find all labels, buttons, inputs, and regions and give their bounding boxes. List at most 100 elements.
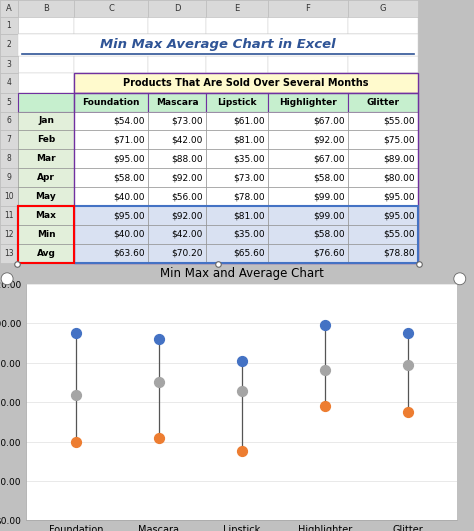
Bar xyxy=(148,73,206,92)
Bar xyxy=(206,225,268,244)
Bar xyxy=(74,149,148,168)
Bar xyxy=(268,112,348,131)
Text: C: C xyxy=(108,4,114,13)
Text: $81.00: $81.00 xyxy=(233,211,265,220)
Bar xyxy=(74,168,148,187)
Bar xyxy=(206,187,268,206)
Text: $35.00: $35.00 xyxy=(233,230,265,239)
Text: G: G xyxy=(380,4,386,13)
Bar xyxy=(148,206,206,225)
Point xyxy=(238,387,246,396)
Bar xyxy=(18,187,74,206)
Text: E: E xyxy=(234,4,240,13)
Point xyxy=(238,357,246,365)
Text: Min: Min xyxy=(36,230,55,239)
Text: 6: 6 xyxy=(7,116,11,125)
Bar xyxy=(18,92,74,112)
Bar xyxy=(348,112,418,131)
Text: Highlighter: Highlighter xyxy=(279,98,337,107)
Bar xyxy=(74,244,148,263)
Text: $42.00: $42.00 xyxy=(172,135,203,144)
Bar xyxy=(0,0,18,17)
Bar xyxy=(348,92,418,112)
Text: May: May xyxy=(36,192,56,201)
Bar xyxy=(18,149,74,168)
Bar xyxy=(18,112,74,131)
Bar xyxy=(268,244,348,263)
Text: $58.00: $58.00 xyxy=(113,173,145,182)
Text: Mascara: Mascara xyxy=(155,98,198,107)
Text: $55.00: $55.00 xyxy=(383,230,415,239)
Bar xyxy=(268,206,348,225)
Bar xyxy=(74,131,148,149)
Bar xyxy=(348,34,418,56)
Text: $88.00: $88.00 xyxy=(172,155,203,164)
Bar xyxy=(206,112,268,131)
Bar xyxy=(268,187,348,206)
Bar xyxy=(268,73,348,92)
Bar xyxy=(74,206,148,225)
Point xyxy=(404,329,411,338)
Text: $80.00: $80.00 xyxy=(383,173,415,182)
Bar xyxy=(18,56,74,73)
Bar xyxy=(18,112,74,131)
Text: 13: 13 xyxy=(4,249,14,258)
Bar xyxy=(74,92,148,112)
Bar xyxy=(348,187,418,206)
Text: 1: 1 xyxy=(7,21,11,30)
Text: $65.60: $65.60 xyxy=(233,249,265,258)
Bar xyxy=(268,225,348,244)
Bar xyxy=(148,131,206,149)
Point xyxy=(155,433,163,442)
Text: Apr: Apr xyxy=(37,173,55,182)
Text: $89.00: $89.00 xyxy=(383,155,415,164)
Bar xyxy=(268,131,348,149)
Bar xyxy=(148,206,206,225)
Bar xyxy=(206,73,268,92)
Bar xyxy=(18,206,74,225)
Bar xyxy=(18,131,74,149)
Bar xyxy=(348,225,418,244)
Bar xyxy=(206,244,268,263)
Text: $70.20: $70.20 xyxy=(172,249,203,258)
Bar xyxy=(268,225,348,244)
Bar xyxy=(206,0,268,17)
Bar xyxy=(0,131,18,149)
Bar xyxy=(348,206,418,225)
Bar xyxy=(18,131,74,149)
Bar xyxy=(0,112,18,131)
Point xyxy=(72,438,80,446)
Bar xyxy=(148,225,206,244)
Text: $95.00: $95.00 xyxy=(383,192,415,201)
Point xyxy=(321,402,328,410)
Point xyxy=(155,378,163,387)
Bar xyxy=(348,131,418,149)
Bar xyxy=(206,17,268,34)
Bar xyxy=(268,187,348,206)
Bar xyxy=(74,244,148,263)
Text: $42.00: $42.00 xyxy=(172,230,203,239)
Bar xyxy=(206,92,268,112)
Bar xyxy=(74,187,148,206)
Bar xyxy=(348,168,418,187)
Bar xyxy=(268,0,348,17)
Text: $71.00: $71.00 xyxy=(113,135,145,144)
Bar xyxy=(348,0,418,17)
Text: 4: 4 xyxy=(7,78,11,87)
Bar xyxy=(148,131,206,149)
Text: $99.00: $99.00 xyxy=(313,192,345,201)
Bar xyxy=(206,168,268,187)
Bar xyxy=(148,112,206,131)
Bar xyxy=(206,206,268,225)
Bar xyxy=(148,0,206,17)
Text: 9: 9 xyxy=(7,173,11,182)
Bar xyxy=(74,92,418,263)
Bar xyxy=(348,112,418,131)
Text: 11: 11 xyxy=(4,211,14,220)
Text: Glitter: Glitter xyxy=(366,98,400,107)
Bar xyxy=(206,244,268,263)
Text: $61.00: $61.00 xyxy=(233,116,265,125)
Text: $35.00: $35.00 xyxy=(233,155,265,164)
Point xyxy=(404,361,411,370)
Bar xyxy=(206,131,268,149)
